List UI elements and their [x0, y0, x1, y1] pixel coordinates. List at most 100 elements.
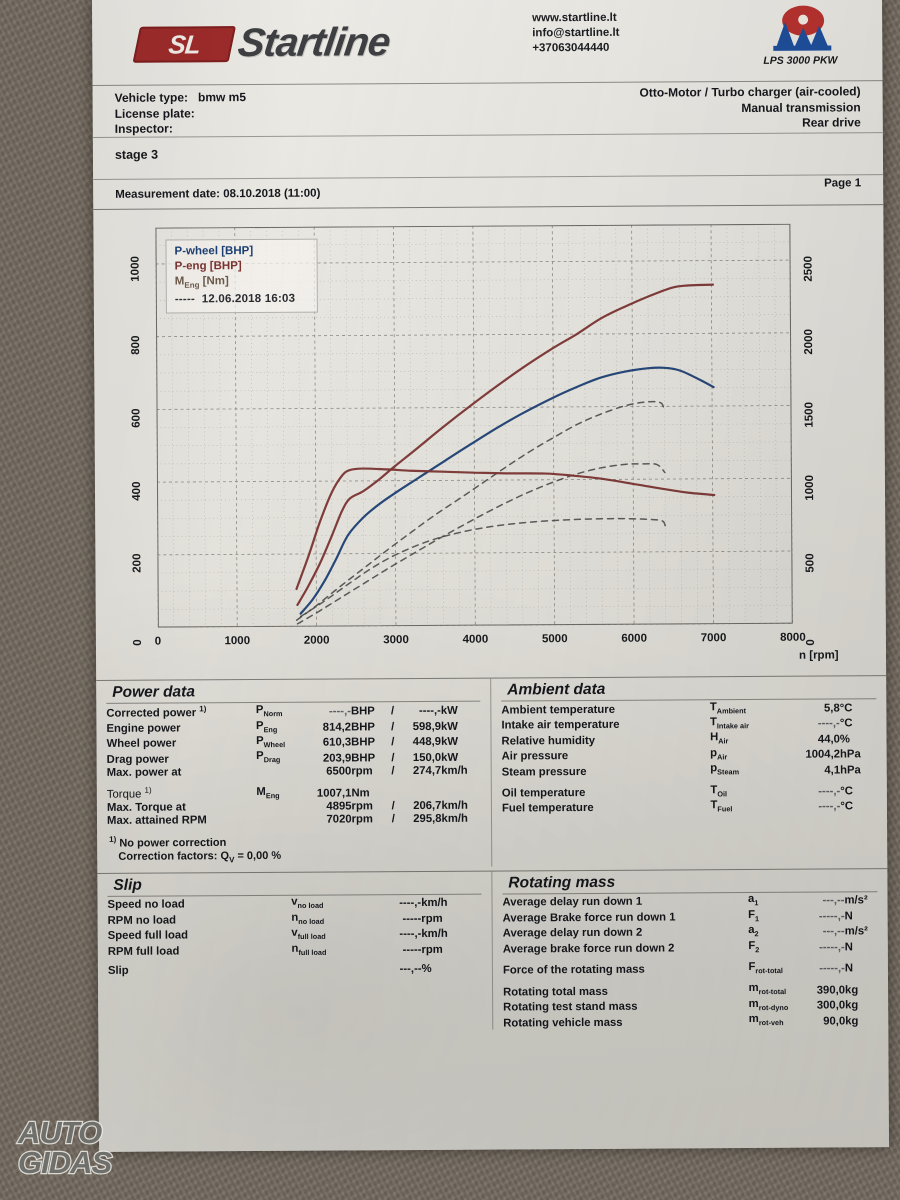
- power-correction-note: 1) No power correction Correction factor…: [109, 834, 282, 865]
- table-row: RPM full load nfull load ----- rpm: [108, 941, 482, 959]
- row-symbol: pSteam: [710, 762, 740, 777]
- vehicle-type-label: Vehicle type:: [114, 90, 189, 105]
- x-tick-4000: 4000: [462, 633, 489, 646]
- row-label: Rotating total mass: [503, 985, 608, 999]
- row-symbol: vfull load: [291, 926, 326, 942]
- contact-email: info@startline.lt: [532, 26, 620, 40]
- row-label: Ambient temperature: [501, 703, 616, 717]
- row-value: ---,--: [399, 962, 422, 976]
- brand-name: Startline: [235, 20, 393, 66]
- row-unit-2: [441, 783, 481, 799]
- data-panels: Power data Corrected power 1) PNorm ----,-…: [96, 675, 889, 1033]
- license-plate-label: License plate:: [114, 105, 195, 121]
- x-tick-5000: 5000: [541, 633, 568, 646]
- row-value: ----,-: [818, 800, 841, 814]
- watermark-line-2: GIDAS: [17, 1145, 114, 1180]
- x-axis-label: n [rpm]: [798, 649, 839, 662]
- row-unit: kg: [845, 1014, 859, 1027]
- row-label: Relative humidity: [501, 734, 596, 748]
- row-value: -----: [402, 943, 422, 956]
- maha-logo-icon: [763, 3, 837, 53]
- row-unit: hPa: [840, 763, 861, 777]
- row-value-2: 295,8: [413, 813, 442, 826]
- row-value: 4,1: [824, 764, 841, 777]
- vehicle-type-value: bmw m5: [197, 90, 247, 105]
- power-data-panel: Power data Corrected power 1) PNorm ----,-…: [96, 678, 493, 869]
- row-symbol: vno load: [291, 895, 324, 911]
- row-value-2: 598,9: [412, 720, 442, 733]
- row-symbol: [292, 963, 372, 977]
- row-label: Average brake force run down 2: [502, 942, 675, 956]
- y-left-tick-800: 800: [130, 335, 143, 355]
- row-unit: m/s²: [844, 925, 868, 938]
- y-right-tick-1000: 1000: [803, 474, 817, 501]
- row-slash: [387, 784, 399, 800]
- slip-title: Slip: [107, 873, 482, 897]
- inspector-row: Inspector:: [115, 121, 246, 137]
- row-unit: rpm: [421, 943, 443, 956]
- row-label: Speed no load: [107, 898, 185, 912]
- row-unit-2: km/h: [441, 812, 468, 826]
- ambient-data-panel: Ambient data Ambient temperature TAmbient…: [491, 676, 887, 866]
- row-unit-1: rpm: [351, 813, 374, 826]
- row-value-2: 448,9: [412, 736, 442, 749]
- table-row: Rotating vehicle mass mrot-veh 90,0 kg: [503, 1012, 878, 1030]
- row-label: Average delay run down 1: [502, 896, 643, 909]
- table-row: Wheel power PWheel 610,3 BHP / 448,9 kW: [106, 733, 480, 751]
- row-label: Max. Torque at: [106, 801, 186, 814]
- row-symbol: TOil: [710, 783, 728, 799]
- report-header: SL Startline www.startline.lt info@start…: [92, 0, 883, 86]
- y-right-tick-500: 500: [804, 553, 817, 573]
- row-symbol: PEng: [255, 719, 278, 734]
- row-value: 5,8: [823, 702, 840, 715]
- row-symbol: a1: [747, 893, 759, 908]
- row-value-1: 4895: [326, 800, 352, 813]
- row-unit-2: kW: [441, 751, 459, 764]
- table-row: Fuel temperature TFuel ----,- °C: [502, 798, 877, 816]
- table-row: Relative humidity HAir 44,0%: [501, 730, 876, 748]
- table-row: Corrected power 1) PNorm ----,- BHP / ----,- k…: [106, 702, 480, 720]
- row-value: -----: [402, 912, 422, 926]
- row-unit-2: kW: [440, 705, 458, 718]
- stage-note: stage 3: [92, 133, 884, 180]
- row-unit: kg: [844, 983, 859, 997]
- watermark-line-1: AUTO: [17, 1115, 104, 1150]
- row-slash: /: [391, 751, 395, 764]
- ambient-data-table: Ambient temperature TAmbient 5,8 °C Intake a…: [501, 699, 877, 815]
- row-label: Rotating test stand mass: [503, 1000, 638, 1014]
- row-label: Oil temperature: [501, 787, 586, 800]
- table-row: Engine power PEng 814,2 BHP / 598,9 kW: [106, 718, 480, 736]
- row-unit: hPa: [839, 748, 861, 761]
- row-label: Max. power at: [106, 766, 182, 779]
- row-symbol: mrot-dyno: [748, 997, 789, 1013]
- rotating-mass-panel: Rotating mass Average delay run down 1 a1…: [492, 869, 888, 1030]
- row-value-1: ----,-: [328, 705, 351, 718]
- row-value-2: 206,7: [413, 799, 442, 813]
- table-row: Rotating test stand mass mrot-dyno 300,0 kg: [503, 996, 878, 1014]
- row-symbol: F1: [748, 908, 760, 923]
- contact-block: www.startline.lt info@startline.lt +3706…: [532, 11, 620, 57]
- chart-legend: P-wheel [BHP] P-eng [BHP] MEng [Nm] ----…: [165, 238, 318, 314]
- table-row: Drag power PDrag 203,9 BHP / 150,0 kW: [107, 748, 481, 766]
- license-plate-row: License plate:: [115, 106, 246, 122]
- row-unit-1: BHP: [350, 705, 375, 718]
- row-unit-1: Nm: [351, 787, 370, 800]
- row-symbol: PDrag: [256, 750, 281, 765]
- row-value-1: 814,2: [322, 721, 352, 734]
- row-label: Force of the rotating mass: [502, 963, 645, 977]
- row-slash: /: [391, 720, 395, 733]
- row-label: Average delay run down 2: [502, 926, 643, 940]
- legend-item-p-eng: P-eng [BHP]: [174, 260, 242, 273]
- row-value: 44,0: [817, 733, 840, 746]
- row-symbol: TAmbient: [709, 700, 747, 716]
- row-unit-2: km/h: [441, 764, 468, 777]
- row-value-1: 7020: [326, 813, 352, 826]
- sl-badge-icon: SL: [132, 25, 236, 63]
- row-unit-2: km/h: [441, 799, 468, 812]
- row-symbol: mrot-veh: [748, 1013, 784, 1028]
- table-row: Average brake force run down 2 F2 -----,- N: [503, 938, 878, 956]
- legend-item-p-wheel: P-wheel [BHP]: [174, 245, 254, 258]
- row-unit: %: [839, 733, 850, 746]
- inspector-label: Inspector:: [114, 121, 173, 136]
- dyno-printout-sheet: SL Startline www.startline.lt info@start…: [92, 0, 890, 1152]
